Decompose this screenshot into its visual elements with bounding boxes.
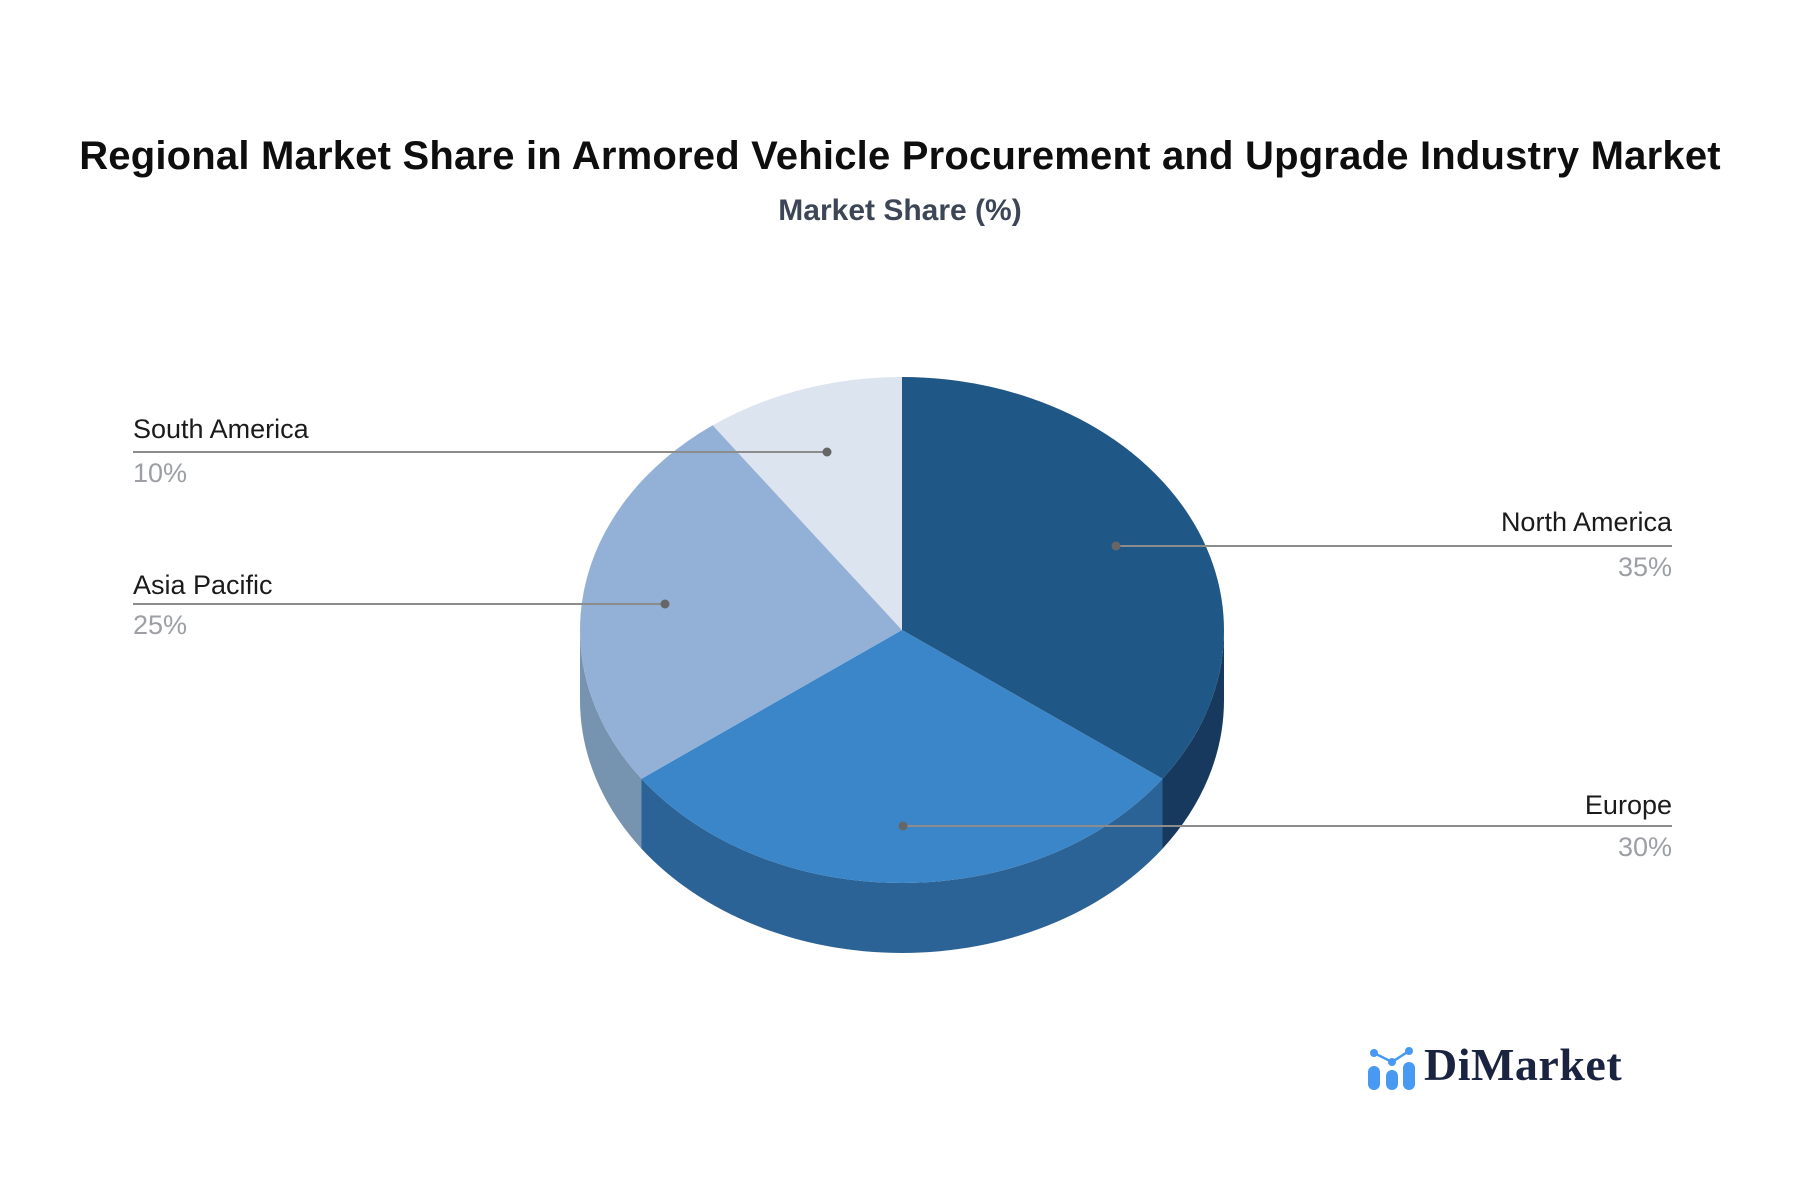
pie-slice-europe[interactable] — [641, 630, 1163, 883]
pie-slice-north-america[interactable] — [902, 377, 1224, 779]
value-europe: 30% — [1617, 832, 1672, 862]
value-asia-pacific: 25% — [133, 610, 188, 640]
pie-slice-south-america[interactable] — [712, 377, 902, 630]
pie-slice-side-north-america — [1162, 630, 1224, 849]
leader-dot-europe — [898, 821, 908, 831]
leader-dot-south-america — [822, 447, 832, 457]
label-north-america: North America — [1500, 507, 1672, 537]
brand-logo-text: DiMarket — [1424, 1039, 1623, 1090]
value-north-america: 35% — [1617, 552, 1672, 582]
leader-dot-north-america — [1111, 541, 1121, 551]
brand-logo: DiMarket — [1366, 1042, 1622, 1094]
pie-slice-asia-pacific[interactable] — [579, 425, 902, 779]
leader-dot-asia-pacific — [660, 599, 670, 609]
label-south-america: South America — [133, 414, 309, 444]
value-south-america: 10% — [133, 458, 188, 488]
chart-title: Regional Market Share in Armored Vehicle… — [79, 134, 1721, 178]
chart-subtitle: Market Share (%) — [778, 194, 1022, 227]
label-asia-pacific: Asia Pacific — [133, 570, 273, 600]
pie-slice-side-europe — [641, 778, 1163, 953]
pie-slice-side-asia-pacific — [580, 630, 642, 849]
label-europe: Europe — [1584, 790, 1672, 820]
bar-chart-trend-icon — [1368, 1047, 1415, 1090]
